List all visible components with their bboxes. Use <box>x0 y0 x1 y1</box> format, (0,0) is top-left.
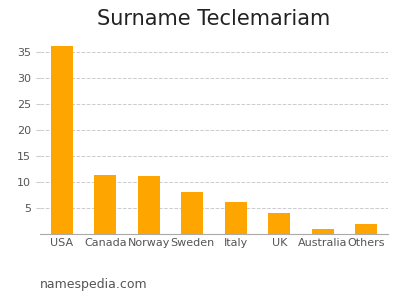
Bar <box>94 175 116 234</box>
Text: namespedia.com: namespedia.com <box>40 278 148 291</box>
Bar <box>138 176 160 234</box>
Title: Surname Teclemariam: Surname Teclemariam <box>97 9 331 29</box>
Bar <box>312 229 334 234</box>
Bar <box>181 192 203 234</box>
Bar <box>268 213 290 234</box>
Bar <box>51 46 73 234</box>
Bar <box>355 224 377 234</box>
Bar <box>225 202 247 234</box>
